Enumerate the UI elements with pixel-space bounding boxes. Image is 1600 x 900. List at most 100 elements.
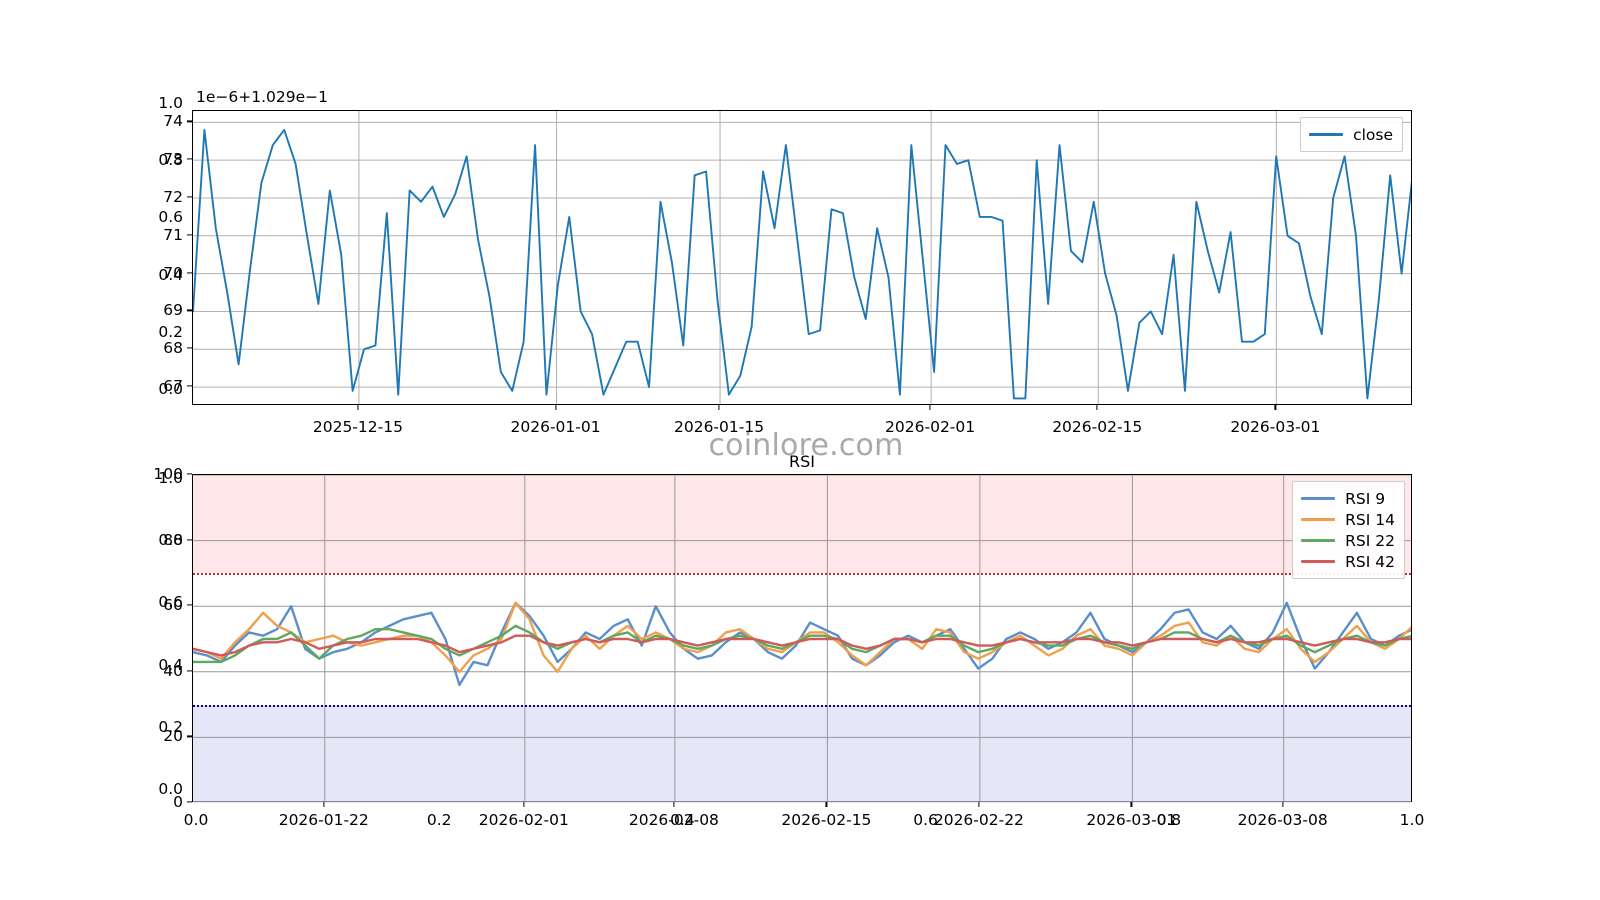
rsi-y-tick-label: 80: [163, 530, 183, 549]
price-y-tick-label: 73: [163, 150, 183, 169]
rsi-x-tick-mark: [1282, 802, 1284, 807]
rsi-x-overlay-tick-label: 0.8: [1156, 811, 1182, 829]
rsi-x-tick-mark: [825, 802, 827, 807]
price-y-tick-label: 69: [163, 301, 183, 320]
price-y-tick-mark: [187, 385, 192, 387]
rsi-line-layer: [193, 475, 1411, 801]
rsi-x-tick-label: 2026-02-15: [781, 811, 872, 829]
price-y-overlay-tick-label: 0.8: [158, 151, 183, 170]
price-x-tick-label: 2026-03-01: [1230, 418, 1321, 436]
price-y-tick-mark: [187, 158, 192, 160]
price-y-tick-mark: [187, 272, 192, 274]
rsi-x-tick-mark: [323, 802, 325, 807]
rsi-x-overlay-tick-label: 1.0: [1399, 811, 1425, 829]
rsi-y-tick-mark: [187, 473, 192, 475]
rsi-y-tick-mark: [187, 539, 192, 541]
rsi-y-tick-label: 0: [173, 793, 183, 811]
price-y-tick-label: 70: [163, 263, 183, 282]
rsi-x-tick-label: 2026-03-08: [1237, 811, 1328, 829]
price-y-tick-mark: [187, 347, 192, 349]
rsi-y-overlay-tick-label: 0.8: [158, 531, 183, 550]
rsi-y-tick-mark: [187, 604, 192, 606]
rsi-x-tick-label: 2026-01-22: [278, 811, 369, 829]
price-y-tick-label: 74: [163, 112, 183, 131]
price-grid-layer: [193, 111, 1411, 404]
legend-item-rsi-42[interactable]: RSI 42: [1301, 551, 1395, 572]
price-x-tick-label: 2026-01-15: [673, 418, 765, 436]
rsi-y-overlay-tick-label: 1.0: [158, 469, 183, 487]
rsi-x-tick-mark: [673, 802, 675, 807]
oversold-threshold-line: [193, 704, 1411, 707]
price-y-tick-mark: [187, 309, 192, 312]
price-chart-plot-area: close: [192, 110, 1412, 405]
rsi-y-overlay-tick-label: 0.6: [158, 593, 183, 612]
legend-label-close: close: [1353, 125, 1393, 144]
legend-label-rsi-9: RSI 9: [1345, 489, 1386, 508]
rsi-x-overlay-tick-label: 0.4: [670, 811, 695, 829]
price-y-overlay-tick-label: 0.2: [158, 322, 183, 341]
price-line-chart: [193, 128, 1411, 400]
price-x-tick-label: 2026-02-15: [1052, 418, 1143, 436]
legend-swatch-rsi-14: [1301, 518, 1336, 521]
legend-swatch-close: [1309, 133, 1344, 136]
price-x-tick-mark: [357, 405, 359, 410]
price-axis-offset-text: 1e−6+1.029e−1: [196, 88, 328, 106]
price-chart-legend[interactable]: close: [1300, 117, 1403, 152]
rsi-chart-legend[interactable]: RSI 9 RSI 14 RSI 22 RSI 42: [1292, 481, 1405, 579]
price-line-layer: [193, 111, 1411, 404]
price-y-overlay-tick-label: 0.4: [158, 265, 183, 284]
legend-label-rsi-42: RSI 42: [1345, 552, 1395, 571]
legend-label-rsi-22: RSI 22: [1345, 531, 1395, 550]
rsi-x-tick-mark: [1130, 802, 1132, 807]
price-y-tick-label: 71: [163, 225, 183, 244]
rsi-y-overlay-tick-label: 0.4: [158, 655, 183, 674]
rsi-x-tick-label: 2026-03-01: [1086, 811, 1177, 829]
rsi-x-tick-label: 2026-02-08: [628, 811, 719, 829]
price-y-tick-label: 67: [163, 377, 183, 396]
price-y-tick-mark: [187, 120, 192, 122]
legend-item-rsi-22[interactable]: RSI 22: [1301, 530, 1395, 551]
price-x-tick-mark: [718, 405, 720, 410]
price-x-tick-mark: [1096, 405, 1098, 410]
overbought-band: [193, 475, 1411, 574]
price-gridlines: [193, 111, 1411, 404]
legend-label-rsi-14: RSI 14: [1345, 510, 1395, 529]
overbought-threshold-line: [193, 573, 1411, 576]
rsi-gridlines: [193, 475, 1411, 801]
legend-swatch-rsi-9: [1301, 497, 1336, 500]
rsi-x-tick-mark: [523, 802, 525, 807]
watermark-text: coinlore.com: [708, 428, 904, 463]
legend-item-rsi-9[interactable]: RSI 9: [1301, 488, 1395, 509]
rsi-y-tick-label: 100: [153, 465, 183, 483]
rsi-x-tick-mark: [978, 802, 980, 807]
rsi-x-tick-label: 2026-02-01: [478, 811, 569, 829]
rsi-y-tick-label: 20: [163, 727, 183, 746]
price-y-overlay-tick-label: 0.0: [158, 380, 183, 398]
price-x-tick-label: 2026-01-01: [510, 418, 601, 436]
price-x-tick-label: 2025-12-15: [312, 418, 403, 436]
rsi-y-overlay-tick-label: 0.2: [158, 717, 183, 736]
legend-swatch-rsi-22: [1301, 539, 1336, 542]
rsi-x-overlay-tick-label: 0.0: [183, 811, 209, 829]
price-y-tick-mark: [187, 196, 192, 198]
legend-item-close[interactable]: close: [1309, 124, 1393, 145]
rsi-grid-layer: [193, 475, 1411, 801]
rsi-x-tick-label: 2026-02-22: [933, 811, 1024, 829]
price-x-tick-mark: [1274, 405, 1276, 410]
price-y-tick-label: 72: [163, 187, 183, 206]
price-y-tick-label: 68: [163, 339, 183, 358]
price-y-tick-mark: [187, 234, 192, 236]
price-y-overlay-tick-label: 0.6: [158, 208, 183, 227]
rsi-y-tick-label: 60: [163, 596, 183, 615]
price-x-tick-mark: [929, 405, 931, 410]
rsi-y-tick-mark: [187, 670, 192, 672]
rsi-chart-title: RSI: [789, 452, 815, 471]
price-y-overlay-tick-label: 1.0: [158, 94, 183, 112]
rsi-x-overlay-tick-label: 0.6: [913, 811, 938, 829]
price-x-tick-label: 2026-02-01: [885, 418, 976, 436]
legend-item-rsi-14[interactable]: RSI 14: [1301, 509, 1395, 530]
rsi-y-tick-mark: [187, 735, 192, 737]
rsi-y-overlay-tick-label: 0.0: [158, 780, 183, 798]
price-x-tick-mark: [554, 405, 557, 410]
